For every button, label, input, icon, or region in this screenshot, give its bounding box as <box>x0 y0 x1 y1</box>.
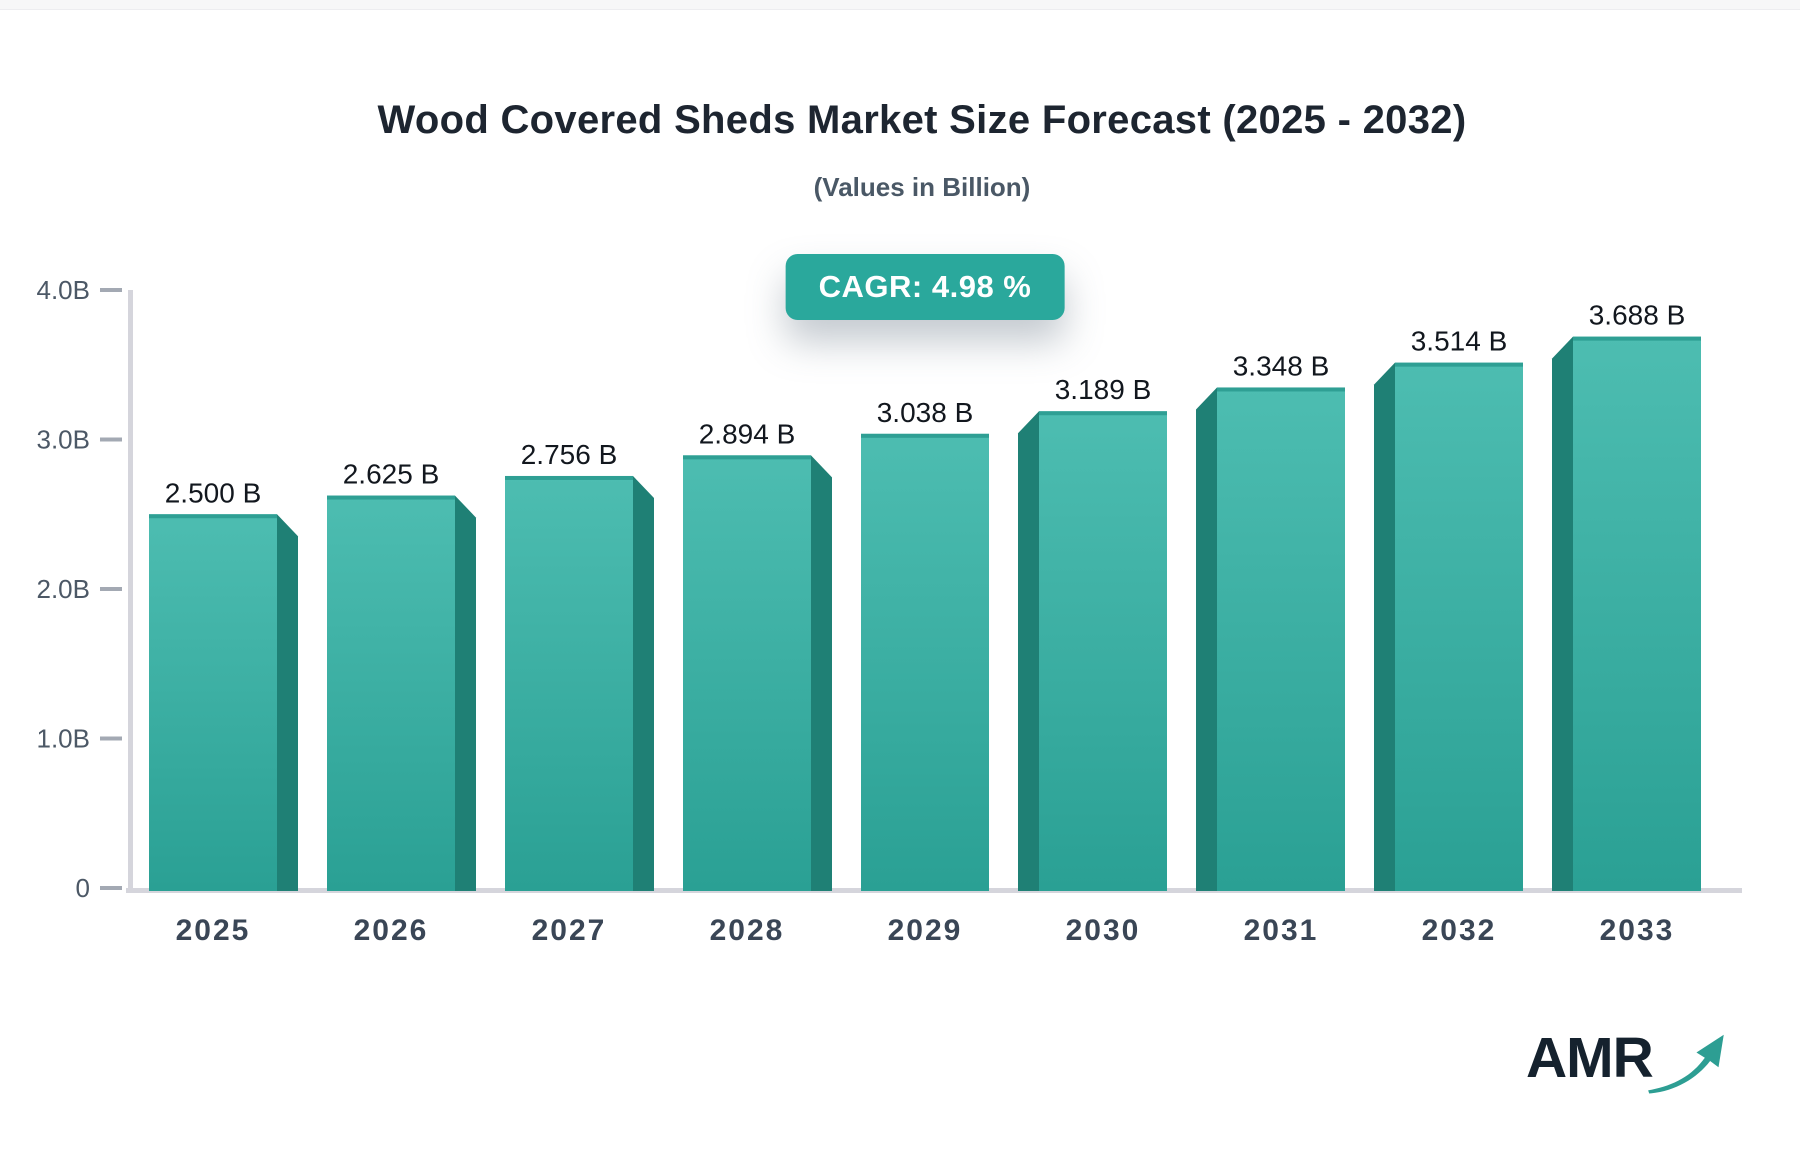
y-tick-label: 1.0B <box>37 724 91 754</box>
x-tick-label: 2030 <box>1066 914 1141 947</box>
cagr-badge: CAGR: 4.98 % <box>785 254 1065 320</box>
bar-group: 2.894 B 2028 <box>683 418 832 947</box>
bar-front-face <box>1573 336 1701 891</box>
x-tick-label: 2032 <box>1422 914 1497 947</box>
bar-side-face <box>633 475 654 891</box>
y-tick-dash <box>100 886 122 890</box>
bar-front-face <box>149 514 277 891</box>
bar-front-face <box>1039 411 1167 891</box>
chart-subtitle: (Values in Billion) <box>813 172 1031 202</box>
top-border <box>0 0 1800 10</box>
bar-top-edge <box>505 475 633 480</box>
bar-group: 3.038 B 2029 <box>861 397 989 947</box>
bar-value-label: 2.756 B <box>521 439 618 470</box>
bar-side-face <box>811 455 832 891</box>
bar-side-face <box>1374 362 1395 892</box>
growth-arrow-icon <box>1647 1034 1724 1094</box>
bar-value-label: 3.688 B <box>1589 300 1686 331</box>
bar-group: 2.500 B 2025 <box>149 477 298 947</box>
bar-side-face <box>1018 411 1039 891</box>
bar-group: 3.189 B 2030 <box>1018 374 1167 947</box>
y-tick-dash <box>100 437 122 442</box>
bar-side-face <box>277 514 298 891</box>
bar-group: 3.348 B 2031 <box>1196 350 1345 947</box>
bar-front-face <box>1395 362 1523 892</box>
bar-group: 2.756 B 2027 <box>505 439 654 947</box>
bar-front-face <box>1217 387 1345 891</box>
bar-side-face <box>1552 336 1573 891</box>
bar-value-label: 3.038 B <box>877 397 974 428</box>
y-tick-label: 4.0B <box>37 275 91 305</box>
x-tick-label: 2028 <box>710 914 785 947</box>
amr-logo-text: AMR <box>1526 1026 1654 1090</box>
bar-group: 2.625 B 2026 <box>327 459 476 947</box>
bar-value-label: 3.348 B <box>1233 350 1330 381</box>
bar-value-label: 3.514 B <box>1411 326 1508 357</box>
x-tick-label: 2031 <box>1244 914 1319 947</box>
x-tick-label: 2025 <box>176 914 251 947</box>
x-tick-label: 2027 <box>532 914 607 947</box>
y-tick-label: 0 <box>76 873 90 903</box>
bar-value-label: 2.500 B <box>165 477 262 508</box>
bar-group: 3.514 B 2032 <box>1374 326 1523 947</box>
bar-top-edge <box>861 433 989 438</box>
y-tick-label: 3.0B <box>37 425 91 455</box>
bar-side-face <box>455 495 476 891</box>
x-tick-label: 2026 <box>354 914 429 947</box>
y-tick-label: 2.0B <box>37 574 91 604</box>
bar-front-face <box>683 455 811 891</box>
bar-value-label: 2.625 B <box>343 459 440 490</box>
bar-top-edge <box>149 514 277 519</box>
bar-side-face <box>1196 387 1217 891</box>
bar-top-edge <box>1573 336 1701 341</box>
page-title: Wood Covered Sheds Market Size Forecast … <box>377 98 1467 142</box>
bar-value-label: 2.894 B <box>699 418 796 449</box>
amr-logo: AMR <box>1526 1030 1729 1094</box>
y-axis-line <box>128 290 133 891</box>
bar-front-face <box>505 475 633 891</box>
bar-top-edge <box>1039 411 1167 416</box>
y-tick-dash <box>100 587 122 591</box>
bar-front-face <box>861 433 989 891</box>
bar-group: 3.688 B 2033 <box>1552 300 1701 947</box>
bar-top-edge <box>1217 387 1345 392</box>
bar-top-edge <box>1395 362 1523 367</box>
y-tick-dash <box>100 736 122 741</box>
y-tick-dash <box>100 288 122 292</box>
x-tick-label: 2029 <box>888 914 963 947</box>
bar-top-edge <box>327 495 455 500</box>
bar-top-edge <box>683 455 811 460</box>
x-tick-label: 2033 <box>1600 914 1675 947</box>
bar-front-face <box>327 495 455 891</box>
bar-value-label: 3.189 B <box>1055 374 1152 405</box>
